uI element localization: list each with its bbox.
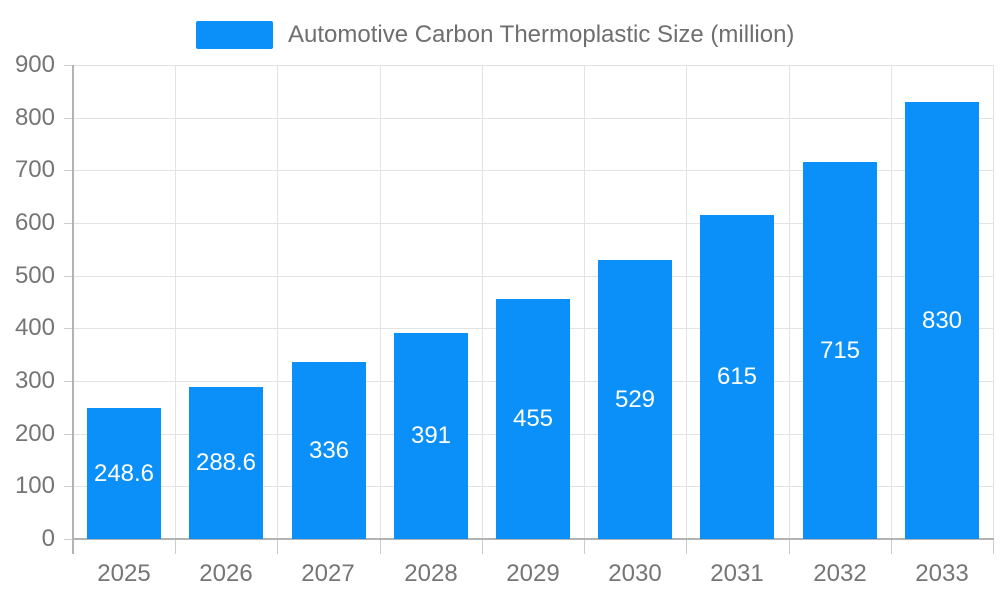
- y-axis-tick: [64, 434, 73, 435]
- bar-value-label: 615: [716, 363, 758, 390]
- x-axis-tick: [891, 539, 892, 554]
- bar-value-label: 529: [614, 385, 656, 413]
- x-tick-label-2033: 2033: [915, 560, 969, 587]
- legend-label: Automotive Carbon Thermoplastic Size (mi…: [288, 21, 795, 48]
- bar-2033[interactable]: 830: [905, 102, 979, 539]
- bar-value-label: 391: [410, 422, 452, 449]
- y-tick-label: 400: [14, 314, 55, 341]
- x-gridline: [277, 65, 278, 539]
- y-gridline: [73, 276, 993, 277]
- y-axis-tick: [64, 170, 73, 171]
- x-tick-label-2027: 2027: [301, 560, 355, 587]
- bar-2032[interactable]: 715: [803, 162, 877, 539]
- bar-2026[interactable]: 288.6: [189, 387, 263, 539]
- x-tick-label-2026: 2026: [199, 560, 253, 587]
- x-axis-tick: [686, 539, 687, 554]
- y-gridline: [73, 65, 993, 66]
- y-axis-tick: [64, 118, 73, 119]
- x-tick-label-2030: 2030: [608, 560, 662, 587]
- x-gridline: [686, 65, 687, 539]
- x-tick-label-2032: 2032: [813, 560, 867, 587]
- y-tick-label: 500: [14, 262, 55, 289]
- y-tick-label: 600: [14, 209, 55, 236]
- y-tick-label: 100: [14, 472, 55, 499]
- bar-value-label: 336: [308, 436, 350, 464]
- x-tick-label-2029: 2029: [506, 560, 560, 587]
- x-axis-tick: [277, 539, 278, 554]
- x-gridline: [482, 65, 483, 539]
- x-gridline: [584, 65, 585, 539]
- y-axis-tick: [64, 539, 73, 540]
- bar-2031[interactable]: 615: [700, 215, 774, 539]
- y-axis-tick: [64, 65, 73, 66]
- x-gridline: [891, 65, 892, 539]
- y-tick-label: 700: [14, 156, 55, 183]
- y-tick-label: 0: [41, 525, 55, 552]
- y-tick-label: 300: [14, 367, 55, 394]
- y-axis-line: [72, 65, 74, 554]
- x-axis-tick: [789, 539, 790, 554]
- y-axis-tick: [64, 223, 73, 224]
- y-gridline: [73, 170, 993, 171]
- x-gridline: [993, 65, 994, 539]
- x-axis-tick: [584, 539, 585, 554]
- x-tick-label-2025: 2025: [97, 560, 151, 587]
- bar-2030[interactable]: 529: [598, 260, 672, 539]
- y-axis-tick: [64, 486, 73, 487]
- y-tick-label: 900: [14, 51, 55, 78]
- bar-2027[interactable]: 336: [292, 362, 366, 539]
- x-axis-tick: [482, 539, 483, 554]
- bar-value-label: 715: [819, 336, 861, 364]
- x-gridline: [380, 65, 381, 539]
- bar-value-label: 455: [512, 405, 554, 432]
- x-axis-line: [72, 538, 994, 540]
- bar-value-label: 830: [921, 306, 963, 334]
- y-axis-tick: [64, 276, 73, 277]
- bar-2028[interactable]: 391: [394, 333, 468, 539]
- legend-swatch: [196, 21, 273, 49]
- bar-2029[interactable]: 455: [496, 299, 570, 539]
- x-axis-tick: [993, 539, 994, 554]
- legend-item[interactable]: Automotive Carbon Thermoplastic Size (mi…: [196, 21, 794, 49]
- x-axis-tick: [380, 539, 381, 554]
- bar-value-label: 248.6: [93, 459, 155, 487]
- x-axis-tick: [175, 539, 176, 554]
- y-tick-label: 800: [14, 104, 55, 131]
- x-tick-label-2028: 2028: [404, 560, 458, 587]
- x-tick-label-2031: 2031: [710, 560, 764, 587]
- y-gridline: [73, 118, 993, 119]
- y-axis-tick: [64, 328, 73, 329]
- y-axis-tick: [64, 381, 73, 382]
- y-tick-label: 200: [14, 420, 55, 447]
- x-gridline: [175, 65, 176, 539]
- bar-2025[interactable]: 248.6: [87, 408, 161, 539]
- x-gridline: [789, 65, 790, 539]
- y-gridline: [73, 223, 993, 224]
- bar-value-label: 288.6: [195, 449, 257, 476]
